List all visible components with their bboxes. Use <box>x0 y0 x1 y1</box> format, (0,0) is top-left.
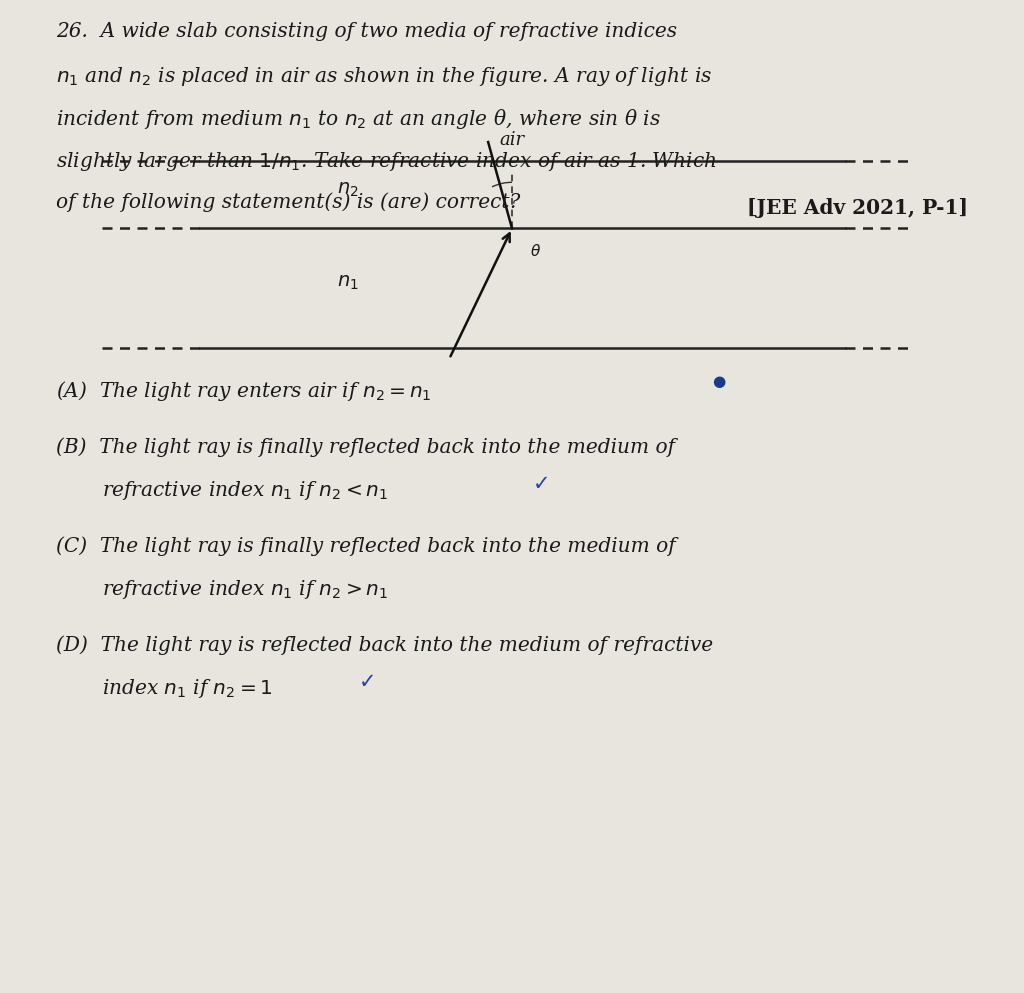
Text: (C)  The light ray is finally reflected back into the medium of: (C) The light ray is finally reflected b… <box>56 536 676 556</box>
Text: of the following statement(s) is (are) correct?: of the following statement(s) is (are) c… <box>56 193 520 213</box>
Text: ●: ● <box>712 374 725 389</box>
Text: (D)  The light ray is reflected back into the medium of refractive: (D) The light ray is reflected back into… <box>56 636 714 655</box>
Text: index $n_1$ if $n_2 = 1$: index $n_1$ if $n_2 = 1$ <box>102 677 273 700</box>
Text: [JEE Adv 2021, P-1]: [JEE Adv 2021, P-1] <box>746 198 968 217</box>
Text: (A)  The light ray enters air if $n_2 = n_1$: (A) The light ray enters air if $n_2 = n… <box>56 379 432 403</box>
Text: ✓: ✓ <box>358 672 376 692</box>
Text: 26.  A wide slab consisting of two media of refractive indices: 26. A wide slab consisting of two media … <box>56 22 678 41</box>
Text: (B)  The light ray is finally reflected back into the medium of: (B) The light ray is finally reflected b… <box>56 437 676 457</box>
Text: $n_2$: $n_2$ <box>337 181 359 199</box>
Text: $\theta$: $\theta$ <box>530 243 542 259</box>
Text: ✓: ✓ <box>532 474 550 494</box>
Text: $n_1$: $n_1$ <box>337 274 359 292</box>
Text: refractive index $n_1$ if $n_2 < n_1$: refractive index $n_1$ if $n_2 < n_1$ <box>102 479 389 501</box>
Text: $n_1$ and $n_2$ is placed in air as shown in the figure. A ray of light is: $n_1$ and $n_2$ is placed in air as show… <box>56 65 713 87</box>
Text: slightly larger than $1/n_1$. Take refractive index of air as 1. Which: slightly larger than $1/n_1$. Take refra… <box>56 150 717 173</box>
Text: incident from medium $n_1$ to $n_2$ at an angle θ, where sin θ is: incident from medium $n_1$ to $n_2$ at a… <box>56 107 662 131</box>
Text: air: air <box>500 131 524 149</box>
Text: refractive index $n_1$ if $n_2 > n_1$: refractive index $n_1$ if $n_2 > n_1$ <box>102 578 389 601</box>
